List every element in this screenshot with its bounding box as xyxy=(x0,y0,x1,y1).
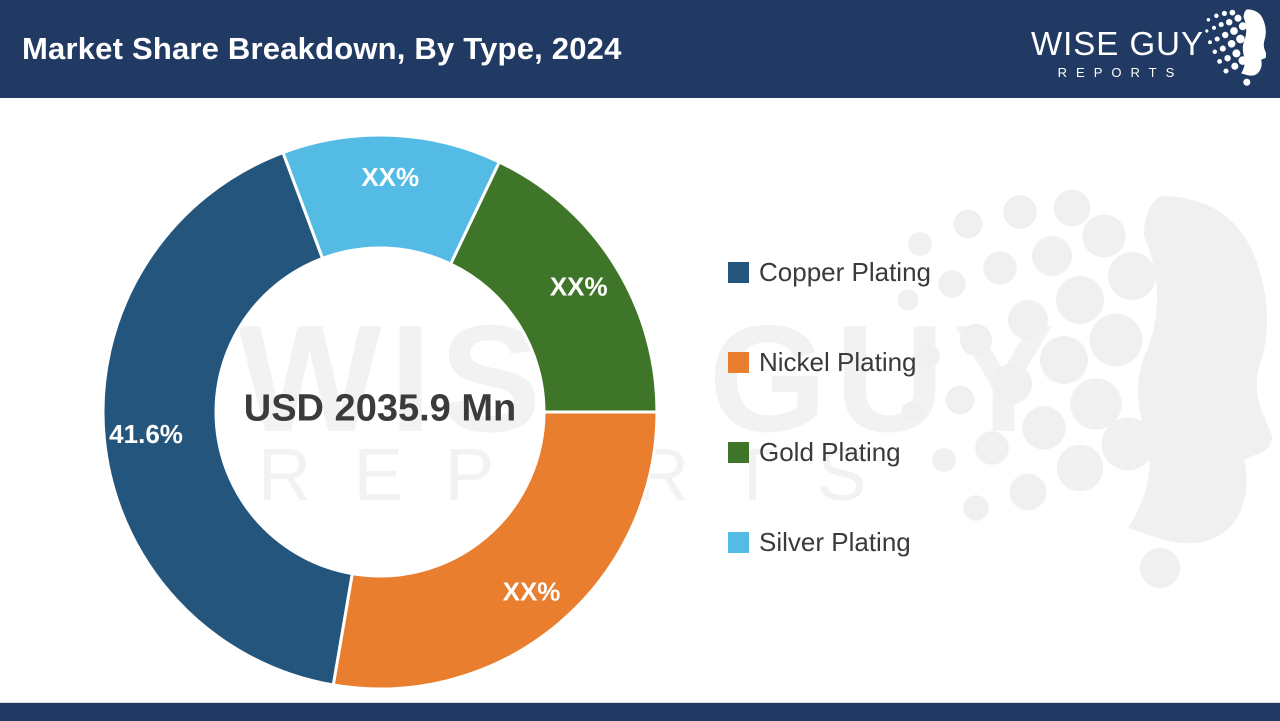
legend-label-nickel-plating: Nickel Plating xyxy=(759,346,917,377)
legend-label-gold-plating: Gold Plating xyxy=(759,436,901,467)
logo-face-icon xyxy=(1205,9,1266,86)
slice-value-label-nickel-plating: XX% xyxy=(503,577,561,607)
donut-segment-copper-plating xyxy=(101,150,355,687)
footer-bar xyxy=(0,702,1280,721)
legend-swatch-copper-plating xyxy=(728,261,749,283)
slice-value-label-gold-plating: XX% xyxy=(550,272,608,302)
slice-value-label-silver-plating: XX% xyxy=(361,162,419,192)
page-title: Market Share Breakdown, By Type, 2024 xyxy=(22,31,622,66)
chart-legend: Copper Plating Nickel Plating Gold Plating… xyxy=(728,246,931,568)
legend-swatch-nickel-plating xyxy=(728,351,749,373)
legend-item-copper-plating: Copper Plating xyxy=(728,246,931,298)
chart-center-value: USD 2035.9 Mn xyxy=(243,387,517,430)
legend-swatch-silver-plating xyxy=(728,531,749,553)
logo-wordmark: WISE GUY xyxy=(1030,25,1204,62)
logo-text: WISE GUY REPORTS xyxy=(1031,25,1204,80)
legend-item-nickel-plating: Nickel Plating xyxy=(728,336,931,388)
legend-label-copper-plating: Copper Plating xyxy=(759,256,931,287)
legend-label-silver-plating: Silver Plating xyxy=(759,526,911,557)
donut-segment-silver-plating xyxy=(281,133,502,266)
wise-guy-reports-logo: WISE GUY REPORTS xyxy=(1031,3,1266,95)
legend-item-gold-plating: Gold Plating xyxy=(728,426,931,478)
donut-segment-gold-plating xyxy=(448,159,659,414)
legend-swatch-gold-plating xyxy=(728,441,749,463)
slice-value-label-copper-plating: 41.6% xyxy=(109,419,183,449)
watermark-face-dots xyxy=(897,189,1272,588)
header-bar: Market Share Breakdown, By Type, 2024 WI… xyxy=(0,0,1280,98)
legend-item-silver-plating: Silver Plating xyxy=(728,516,931,568)
donut-segment-nickel-plating xyxy=(331,410,659,691)
logo-subtitle: REPORTS xyxy=(1057,65,1184,80)
